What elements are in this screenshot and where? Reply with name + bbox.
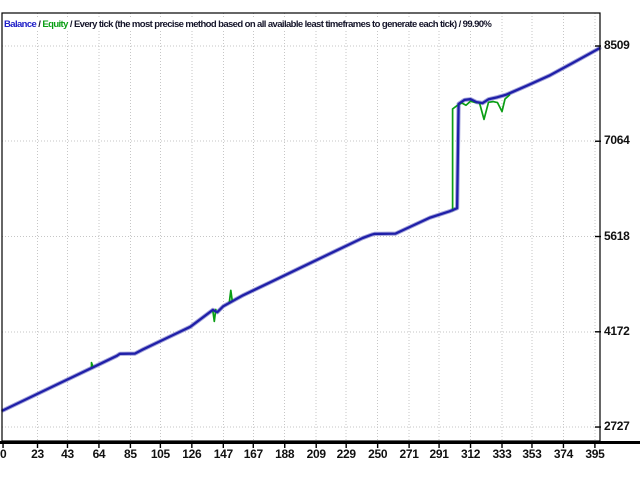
x-axis-label: 105 — [150, 447, 170, 461]
balance-line-halo — [0, 46, 602, 413]
y-axis-label: 2727 — [604, 419, 630, 434]
header-separator: / — [67, 19, 74, 30]
header-separator: / — [36, 19, 43, 30]
x-axis-label: 43 — [61, 447, 74, 461]
chart-header: Balance / Equity / Every tick (the most … — [4, 19, 494, 30]
x-axis-label: 374 — [553, 447, 573, 461]
y-axis-label: 8509 — [604, 38, 630, 52]
equity-line — [451, 94, 511, 212]
y-axis-label: 7064 — [604, 133, 630, 148]
y-axis-label: 4172 — [604, 323, 630, 338]
x-axis-label: 0 — [0, 447, 7, 461]
balance-series-label: Balance — [4, 19, 37, 30]
equity-series-label: Equity — [42, 19, 68, 30]
x-axis-label: 333 — [492, 447, 512, 461]
y-axis-label: 5618 — [604, 228, 630, 243]
equity-line — [211, 308, 217, 323]
x-axis-label: 271 — [399, 447, 419, 461]
x-axis-line — [0, 441, 640, 444]
x-axis-label: 147 — [213, 447, 233, 461]
x-axis-label: 85 — [124, 447, 137, 461]
x-axis-label: 188 — [275, 447, 295, 461]
x-axis-label: 126 — [182, 447, 202, 461]
x-axis-label: 209 — [306, 447, 326, 461]
x-axis-label: 167 — [243, 447, 263, 461]
x-axis-label: 353 — [522, 447, 542, 461]
plot-border — [1, 12, 601, 442]
x-axis-label: 23 — [31, 447, 44, 461]
modelling-quality-value: 99.90% — [462, 19, 492, 30]
equity-line — [90, 361, 94, 369]
header-separator: / — [456, 19, 463, 30]
x-axis-label: 250 — [368, 447, 388, 461]
x-axis-label: 395 — [585, 447, 605, 461]
x-axis-label: 64 — [92, 447, 106, 461]
x-axis-label: 229 — [336, 447, 356, 461]
equity-line — [228, 289, 234, 304]
tester-method-description: Every tick (the most precise method base… — [73, 19, 457, 30]
balance-line — [1, 47, 601, 412]
x-axis-label: 312 — [460, 447, 481, 461]
x-axis-label: 291 — [429, 447, 449, 461]
